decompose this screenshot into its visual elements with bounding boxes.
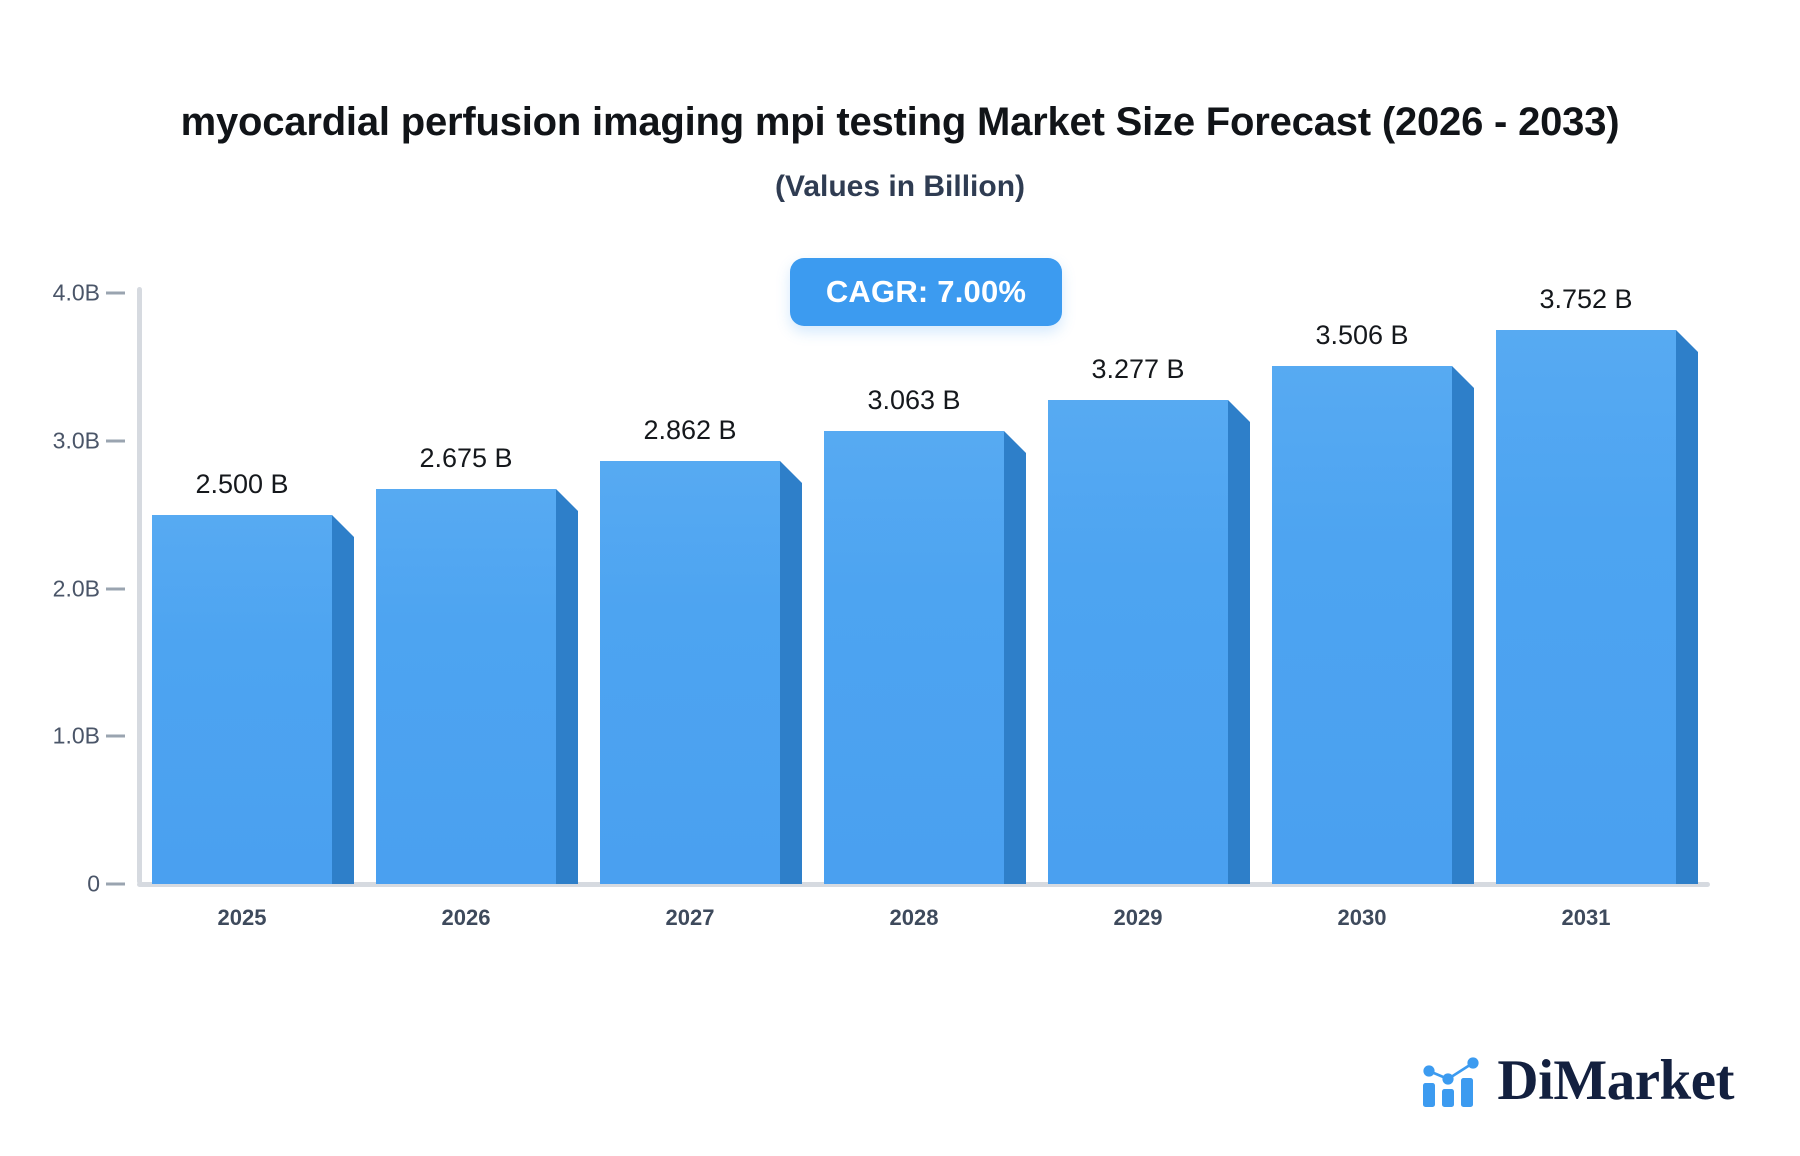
- bar-top-bevel: [1676, 329, 1698, 352]
- bar-front-face: [1048, 399, 1228, 884]
- bar-value-label: 3.277 B: [1091, 353, 1185, 384]
- bar-2031: 3.752 B: [1496, 0, 1698, 884]
- bar-2025: 2.500 B: [152, 0, 354, 884]
- bar-value-label: 2.675 B: [419, 442, 513, 473]
- x-axis-line: [137, 882, 1710, 887]
- y-axis-tick-label: 2.0B: [52, 575, 100, 601]
- bar-side-face: [1004, 453, 1026, 884]
- bar-side-face: [332, 536, 354, 884]
- bar-front-face: [1496, 329, 1676, 884]
- y-axis-tick-label: 4.0B: [52, 279, 100, 306]
- x-axis-tick-label: 2031: [1561, 905, 1611, 930]
- bar-2030: 3.506 B: [1272, 0, 1474, 884]
- bar-side-face: [780, 483, 802, 884]
- bar-value-label: 2.862 B: [643, 415, 737, 446]
- bar-side-face: [1452, 387, 1474, 884]
- brand-logo-text: DiMarket: [1497, 1049, 1734, 1112]
- bar-front-face: [152, 514, 332, 884]
- bar-2026: 2.675 B: [376, 0, 578, 884]
- x-axis-tick-label: 2028: [889, 905, 939, 930]
- bar-side-face: [556, 510, 578, 884]
- bar-front-face: [824, 431, 1004, 884]
- bar-front-face: [600, 461, 780, 884]
- cagr-badge-label: CAGR: 7.00%: [825, 274, 1027, 309]
- y-axis-tick-label: 3.0B: [52, 427, 100, 454]
- y-axis-line: [137, 287, 142, 884]
- y-axis-tick-label: 1.0B: [52, 722, 100, 749]
- y-axis-tick-label: 0: [87, 870, 100, 897]
- bar-value-label: 3.506 B: [1315, 319, 1409, 350]
- x-axis-tick-label: 2026: [441, 905, 491, 930]
- bar-2029: 3.277 B: [1048, 0, 1250, 884]
- bar-top-bevel: [332, 514, 354, 537]
- page-title: myocardial perfusion imaging mpi testing…: [180, 100, 1620, 144]
- cagr-badge: CAGR: 7.00%: [790, 258, 1062, 326]
- y-axis-tick-mark: [106, 291, 125, 295]
- bar-value-label: 3.063 B: [867, 385, 961, 416]
- bar-value-label: 3.752 B: [1539, 283, 1633, 314]
- bar-front-face: [1272, 365, 1452, 884]
- bar-2028: 3.063 B: [824, 0, 1026, 884]
- chart-subtitle: (Values in Billion): [774, 170, 1026, 203]
- x-axis-tick-label: 2027: [665, 905, 715, 930]
- x-axis-tick-label: 2030: [1337, 905, 1387, 930]
- bar-top-bevel: [1228, 399, 1250, 422]
- dimarket-logo-icon: [1423, 1056, 1480, 1107]
- bar-2027: 2.862 B: [600, 0, 802, 884]
- y-axis-tick-mark: [106, 439, 125, 443]
- y-axis-tick-mark: [106, 734, 125, 738]
- bar-top-bevel: [1004, 431, 1026, 454]
- bar-top-bevel: [1452, 365, 1474, 388]
- bar-top-bevel: [780, 461, 802, 484]
- x-axis-tick-label: 2025: [217, 905, 267, 930]
- bar-top-bevel: [556, 488, 578, 511]
- bar-value-label: 2.500 B: [195, 468, 289, 499]
- y-axis-tick-mark: [106, 587, 125, 590]
- bar-side-face: [1228, 421, 1250, 884]
- x-axis-tick-label: 2029: [1113, 905, 1163, 930]
- bar-side-face: [1676, 351, 1698, 884]
- brand-logo: DiMarket: [1421, 1052, 1734, 1109]
- bar-front-face: [376, 488, 556, 884]
- y-axis-tick-mark: [106, 882, 125, 886]
